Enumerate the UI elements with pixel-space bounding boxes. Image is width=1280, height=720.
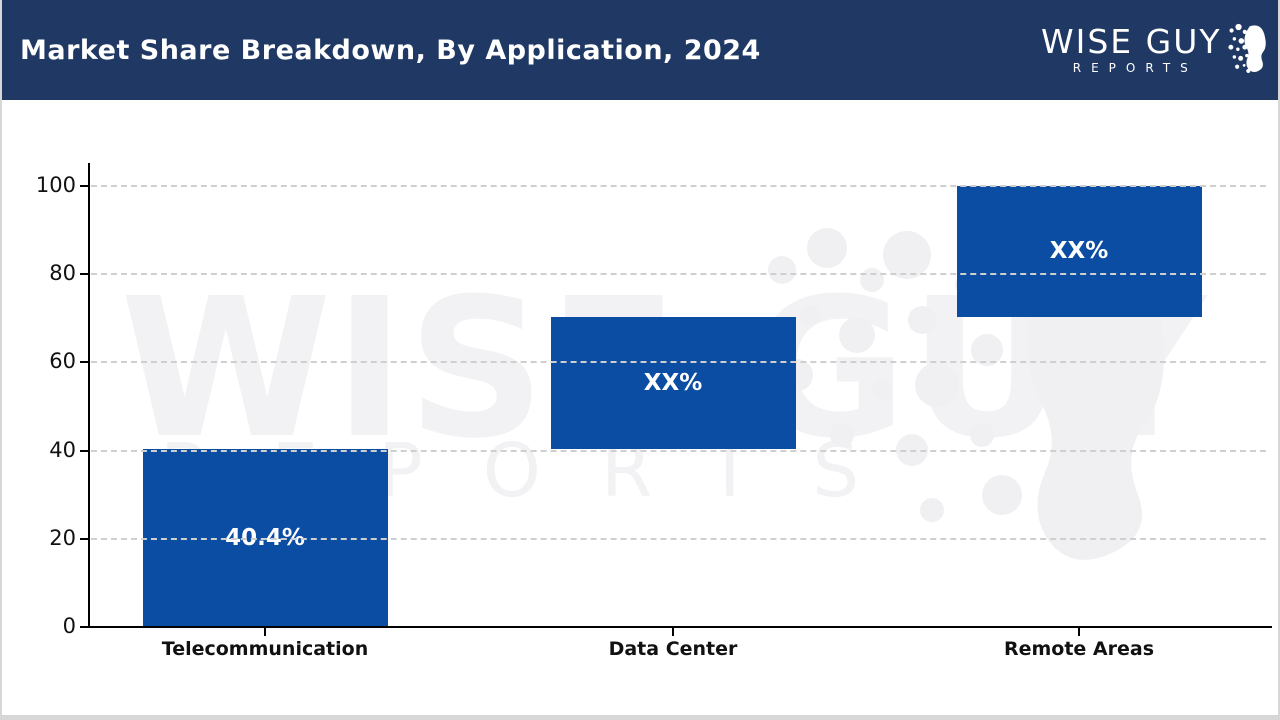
y-tick-label: 20 <box>49 525 76 550</box>
x-tick-mark <box>1078 628 1080 636</box>
y-tick-mark <box>80 626 88 628</box>
gridline-40 <box>91 449 1266 452</box>
bar-value-label: XX% <box>643 369 703 396</box>
bar-segment-2: XX% <box>550 316 796 449</box>
logo-sub-text: REPORTS <box>1072 61 1198 76</box>
y-axis-line <box>88 163 90 628</box>
y-tick-mark <box>80 449 88 452</box>
category-label-1: Telecommunication <box>161 638 369 660</box>
y-tick-mark <box>80 361 88 364</box>
gridline-20 <box>91 537 1266 540</box>
page-title: Market Share Breakdown, By Application, … <box>20 34 761 66</box>
category-label-3: Remote Areas <box>1003 638 1155 660</box>
category-label-2: Data Center <box>608 638 738 660</box>
y-tick-mark <box>80 273 88 276</box>
gridline-80 <box>91 273 1266 276</box>
y-tick-label: 60 <box>49 349 76 374</box>
logo-wordmark: WISE GUY REPORTS <box>1041 21 1222 76</box>
gridline-100 <box>91 185 1266 187</box>
y-tick-label: 100 <box>35 173 76 197</box>
gridline-60 <box>91 361 1266 364</box>
watermark-face-dots <box>768 228 1164 560</box>
y-tick-mark <box>80 537 88 540</box>
bar-segment-3: XX% <box>956 186 1202 317</box>
logo-name-text: WISE GUY <box>1041 21 1222 61</box>
bar-value-label: XX% <box>1049 238 1109 265</box>
y-tick-label: 0 <box>62 614 76 638</box>
x-axis-line <box>88 626 1272 628</box>
y-tick-mark <box>80 185 88 187</box>
x-tick-mark <box>264 628 266 636</box>
y-tick-label: 40 <box>49 437 76 462</box>
header-bar: Market Share Breakdown, By Application, … <box>2 0 1278 100</box>
logo-face-icon <box>1227 23 1266 74</box>
y-tick-label: 80 <box>49 261 76 286</box>
x-tick-mark <box>672 628 674 636</box>
wiseguy-logo: WISE GUY REPORTS <box>1041 8 1266 92</box>
